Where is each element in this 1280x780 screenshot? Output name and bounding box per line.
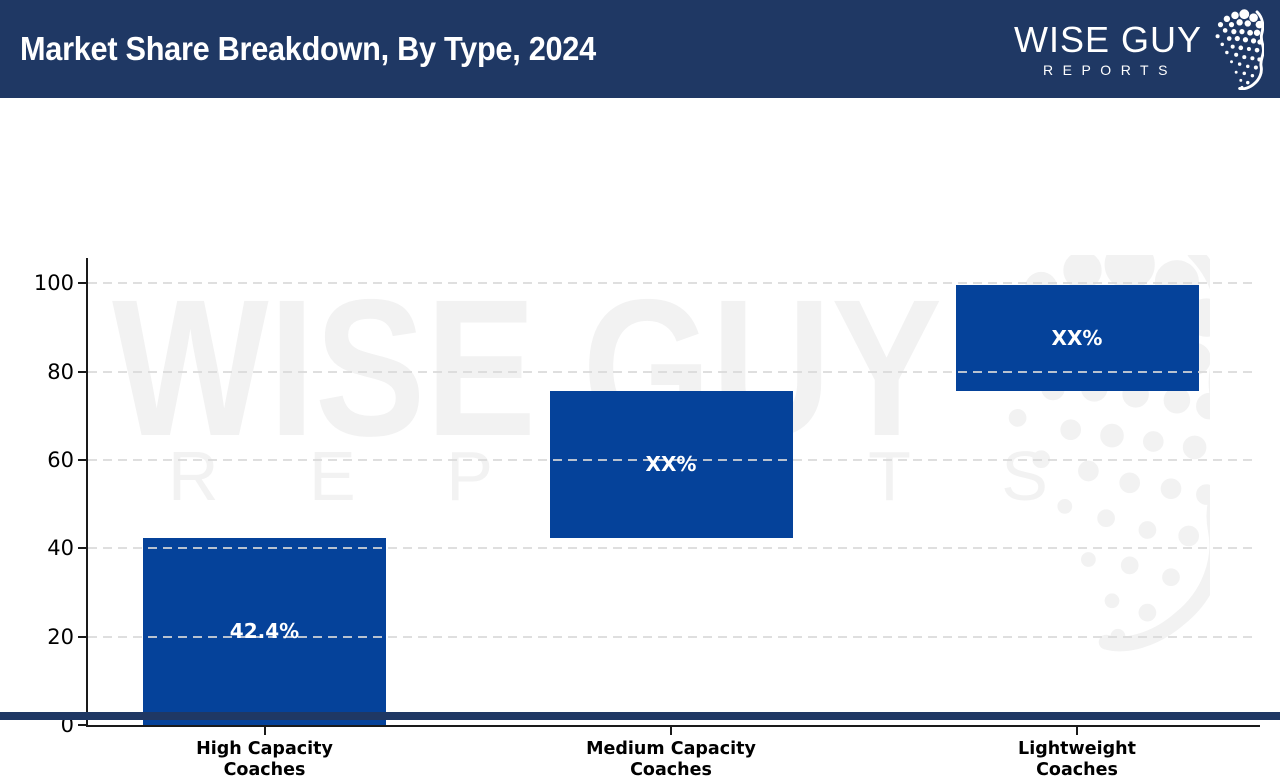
gridline — [88, 282, 1258, 285]
bar-segment — [143, 537, 386, 725]
y-tick — [78, 547, 86, 550]
plot-area: 0 20 40 60 80 100 42.4% High Capacity Coaches XX… — [0, 98, 1280, 780]
footer-bar — [0, 712, 1280, 720]
brand-logo-text: WISE GUY REPORTS — [1013, 18, 1202, 78]
x-tick — [1076, 727, 1078, 735]
x-category-label: Lightweight Coaches — [1018, 739, 1136, 780]
bar-value-label: XX% — [645, 452, 697, 477]
y-tick-label: 20 — [47, 624, 74, 649]
y-tick — [78, 635, 86, 638]
head-logo-icon — [1214, 8, 1264, 90]
gridline — [88, 370, 1258, 373]
gridline — [88, 635, 1258, 638]
brand-logo: WISE GUY REPORTS — [1014, 8, 1264, 90]
brand-subtitle: REPORTS — [1043, 61, 1177, 78]
bar-value-label: 42.4% — [229, 619, 300, 644]
y-tick-label: 100 — [33, 271, 74, 296]
gridline — [88, 547, 1258, 550]
y-tick — [78, 458, 86, 461]
y-tick — [78, 370, 86, 373]
y-tick-label: 40 — [47, 536, 74, 561]
y-axis-line — [86, 258, 88, 727]
y-tick-label: 80 — [47, 359, 74, 384]
x-tick — [263, 727, 266, 735]
x-tick — [670, 727, 672, 735]
x-category-label: Medium Capacity Coaches — [586, 739, 756, 780]
y-tick — [78, 282, 86, 285]
y-tick — [78, 724, 86, 726]
x-category-label: High Capacity Coaches — [196, 739, 333, 780]
y-tick-label: 60 — [47, 447, 74, 472]
bar-value-label: XX% — [1051, 326, 1103, 351]
bar-segment — [549, 391, 793, 538]
gridline — [88, 458, 1258, 461]
chart-title: Market Share Breakdown, By Type, 2024 — [20, 30, 596, 67]
header-bar: Market Share Breakdown, By Type, 2024 WI… — [0, 0, 1280, 98]
x-axis-line — [86, 725, 1260, 727]
brand-name: WISE GUY — [1013, 18, 1202, 60]
